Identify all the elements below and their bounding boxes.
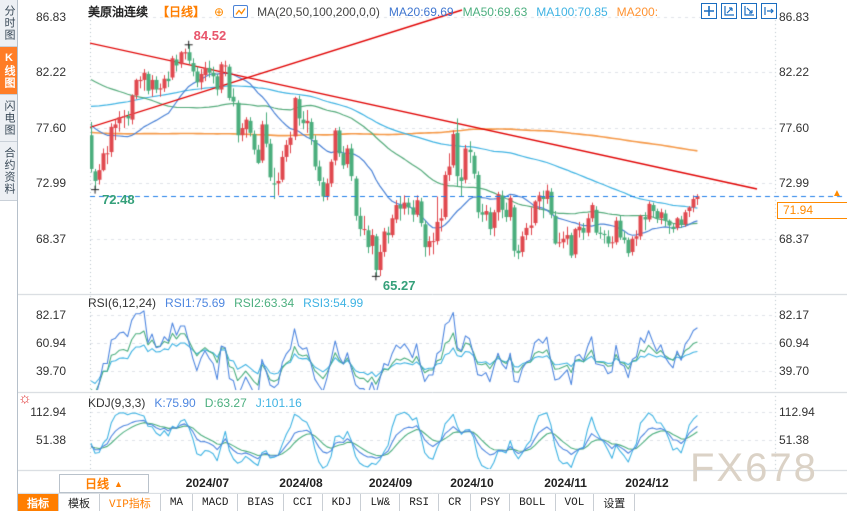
header-text: MA100:70.85 [536, 4, 608, 19]
toolbar-item-模板[interactable]: 模板 [59, 494, 100, 511]
header-text: J:101.16 [255, 396, 302, 410]
axis-tick-label: 51.38 [779, 433, 810, 447]
axis-tick-label: 51.38 [35, 433, 66, 447]
date-axis-label: 2024/07 [185, 476, 230, 490]
axis-tick-label: 82.22 [779, 65, 810, 80]
toolbar-item-PSY[interactable]: PSY [471, 494, 511, 511]
header-text: 【日线】 [157, 5, 206, 19]
sidebar: 分时图 K线图 闪电图 合约资料 [0, 0, 18, 511]
price-up-arrow-icon: ▲ [832, 188, 842, 199]
axis-tick-label: 86.83 [779, 10, 810, 24]
header-text: KDJ(9,3,3) [88, 396, 146, 410]
toolbar-item-CCI[interactable]: CCI [283, 494, 323, 511]
axis-tick-label: 39.70 [779, 364, 810, 378]
toolbar-item-VIP指标[interactable]: VIP指标 [100, 494, 161, 511]
axis-tick-label: 68.37 [779, 232, 810, 247]
axis-tick-label: 82.17 [35, 308, 66, 322]
axis-tick-label: 68.37 [35, 232, 66, 247]
header-text: MA50:69.63 [462, 4, 528, 19]
axis-tick-label: 72.99 [779, 176, 810, 191]
rsi-pane-header: RSI(6,12,24) RSI1:75.69 RSI2:63.34 RSI3:54.… [88, 296, 363, 310]
header-text: 美原油连续 [88, 5, 149, 19]
pan-right-icon[interactable] [761, 3, 777, 19]
header-text: RSI2:63.34 [234, 296, 295, 310]
toolbar-item-LW&[interactable]: LW& [361, 494, 401, 511]
sidebar-item-contract-info[interactable]: 合约资料 [0, 142, 17, 201]
axis-tick-label: 82.22 [35, 65, 66, 80]
period-selector[interactable]: 日线 ▲ [59, 474, 149, 493]
axis-tick-label: 39.70 [35, 364, 66, 378]
date-axis-label: 2024/12 [625, 476, 669, 490]
toolbar-item-BIAS[interactable]: BIAS [238, 494, 284, 511]
toolbar-item-CR[interactable]: CR [439, 494, 472, 511]
crosshair-tool-icon[interactable] [701, 3, 717, 19]
axis-tick-label: 112.94 [779, 405, 815, 419]
axis-tick-label: 77.60 [35, 121, 66, 136]
sidebar-item-flash-chart[interactable]: 闪电图 [0, 95, 17, 142]
axis-tick-label: 60.94 [779, 335, 810, 350]
price-annotation: 72.48 [102, 191, 135, 207]
toolbar-item-MACD[interactable]: MACD [193, 494, 239, 511]
date-axis-label: 2024/08 [279, 476, 323, 490]
price-annotation: 84.52 [193, 27, 227, 43]
toolbar-item-指标[interactable]: 指标 [18, 494, 59, 511]
date-axis-label: 2024/11 [544, 476, 587, 490]
date-axis-label: 2024/09 [368, 476, 413, 490]
toolbar-item-设置[interactable]: 设置 [594, 494, 636, 511]
kdj-pane-header: KDJ(9,3,3) K:75.90 D:63.27 J:101.16 [88, 396, 302, 410]
period-label: 日线 [85, 477, 110, 491]
header-text: RSI(6,12,24) [88, 296, 157, 310]
bottom-toolbar: 指标 模板 VIP指标 MA MACD BIAS CCI KDJ LW& RSI CR PSY BOLL… [18, 494, 636, 511]
watermark: FX678 [690, 446, 818, 490]
period-dropdown-arrow-icon: ▲ [114, 478, 123, 489]
header-text: D:63.27 [204, 396, 247, 410]
axis-fit-icon[interactable] [721, 3, 737, 19]
header-text: MA20:69.69 [388, 4, 454, 19]
axis-scale-icon[interactable] [741, 3, 757, 19]
axis-tick-label: 82.17 [779, 308, 810, 322]
toolbar-item-VOL[interactable]: VOL [555, 494, 595, 511]
current-price-badge: 71.94 [777, 202, 847, 219]
chart-tool-buttons [701, 3, 777, 19]
axis-tick-label: 77.60 [779, 121, 810, 136]
date-axis-label: 2024/10 [450, 476, 494, 490]
toolbar-item-KDJ[interactable]: KDJ [322, 494, 362, 511]
sidebar-item-time-chart[interactable]: 分时图 [0, 0, 17, 47]
header-text: MA(20,50,100,200,0,0) [257, 4, 380, 19]
price-annotation: 65.27 [382, 278, 416, 294]
toolbar-item-BOLL[interactable]: BOLL [510, 494, 556, 511]
indicator-sun-icon[interactable]: ☼ [18, 390, 32, 407]
axis-tick-label: 60.94 [35, 335, 66, 350]
axis-tick-label: 86.83 [35, 10, 66, 24]
header-text: K:75.90 [154, 396, 196, 410]
plus-circle-icon[interactable]: ⊕ [214, 4, 225, 19]
chart-icon [233, 4, 249, 19]
axis-tick-label: 72.99 [35, 176, 66, 191]
header-text: MA200: [616, 4, 659, 19]
toolbar-item-RSI[interactable]: RSI [400, 494, 440, 511]
main-chart-header: 美原油连续 【日线】 ⊕ MA(20,50,100,200,0,0) MA20:69.6… [88, 3, 658, 20]
toolbar-item-MA[interactable]: MA [160, 494, 194, 511]
header-text: RSI3:54.99 [303, 296, 364, 310]
header-text: RSI1:75.69 [165, 296, 226, 310]
axis-tick-label: 112.94 [30, 405, 66, 419]
sidebar-item-kline-chart[interactable]: K线图 [0, 47, 17, 95]
